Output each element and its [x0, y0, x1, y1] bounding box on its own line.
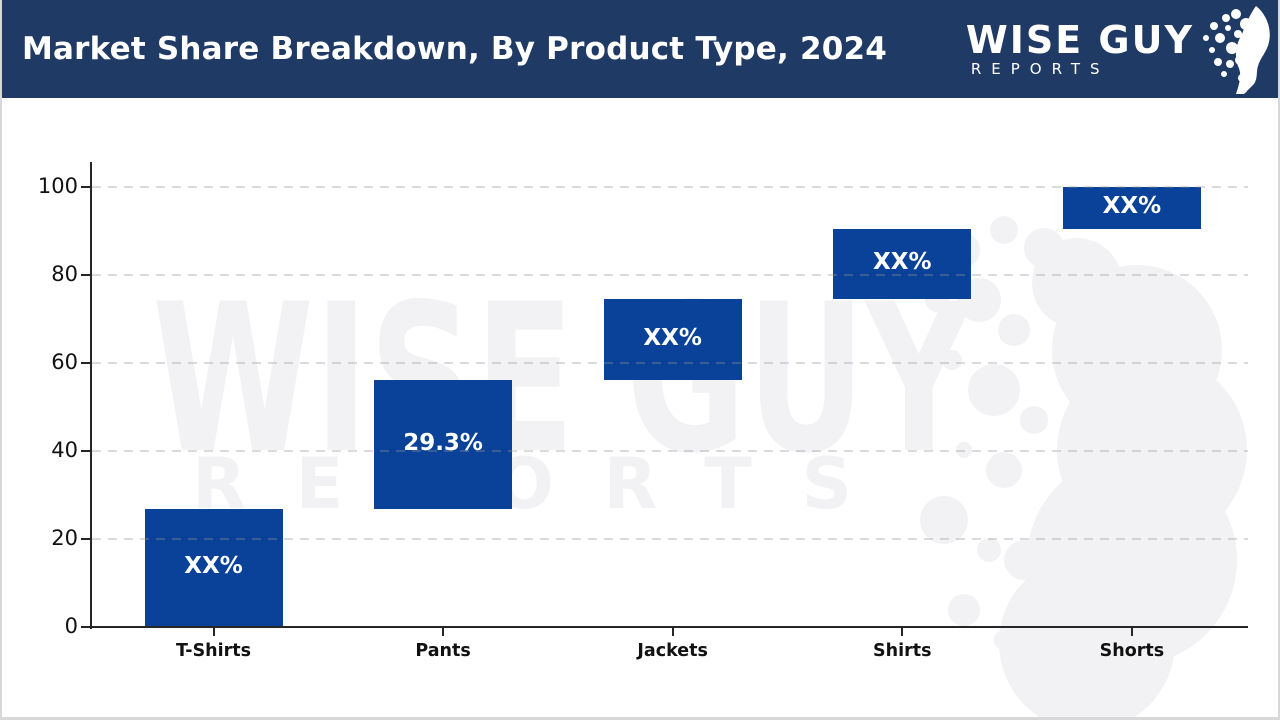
gridline — [92, 538, 1248, 540]
y-axis-line — [90, 162, 92, 629]
bar-value-label: XX% — [643, 324, 702, 351]
y-tick-label: 20 — [51, 526, 78, 550]
brand-logo-text: WISE GUY REPORTS — [966, 21, 1194, 77]
y-tick-mark — [81, 626, 90, 628]
x-category-label: T-Shirts — [175, 641, 252, 661]
gridline — [92, 362, 1248, 364]
brand-logo-subtitle: REPORTS — [970, 60, 1110, 78]
x-tick-mark — [671, 628, 674, 636]
chart-area: WISE GUY REPORTS 020406080100XX%T-Shirts… — [2, 98, 1278, 717]
y-tick-mark — [81, 186, 90, 188]
chart-title: Market Share Breakdown, By Product Type,… — [22, 31, 888, 67]
x-category-label: Jackets — [637, 641, 708, 661]
bar-jackets — [603, 299, 742, 381]
y-tick-mark — [81, 362, 90, 364]
x-tick-mark — [442, 628, 445, 636]
x-category-label: Shorts — [1099, 641, 1165, 661]
x-category-label: Shirts — [873, 641, 932, 661]
bar-t-shirts — [144, 509, 283, 627]
bar-shorts — [1062, 187, 1201, 229]
header-bar: Market Share Breakdown, By Product Type,… — [2, 0, 1278, 98]
brand-logo: WISE GUY REPORTS — [966, 4, 1272, 94]
gridline — [92, 186, 1248, 188]
gridline — [92, 274, 1248, 276]
gridline — [92, 450, 1248, 452]
y-tick-mark — [81, 538, 90, 540]
y-tick-label: 100 — [37, 174, 78, 198]
y-tick-label: 80 — [51, 262, 78, 286]
x-tick-mark — [212, 628, 215, 636]
bar-value-label: XX% — [1102, 192, 1162, 219]
brand-face-icon — [1203, 6, 1270, 94]
y-tick-label: 40 — [51, 438, 78, 462]
x-tick-mark — [901, 628, 904, 636]
brand-logo-name: WISE GUY — [965, 18, 1194, 62]
bar-value-label: 29.3% — [403, 429, 483, 456]
y-tick-label: 60 — [51, 350, 78, 374]
bar-value-label: XX% — [184, 553, 243, 580]
x-tick-mark — [1130, 628, 1133, 636]
y-tick-label: 0 — [64, 614, 78, 638]
x-axis-line — [89, 626, 1248, 628]
y-tick-mark — [81, 274, 90, 276]
plot-area: 0 20 40 60 80 100 XX% T-Shirts 29.3% Pants XX% Jack… — [2, 98, 1278, 717]
bar-pants — [374, 380, 513, 510]
x-category-label: Pants — [415, 641, 471, 661]
bar-value-label: XX% — [873, 249, 932, 275]
y-tick-mark — [81, 450, 90, 452]
